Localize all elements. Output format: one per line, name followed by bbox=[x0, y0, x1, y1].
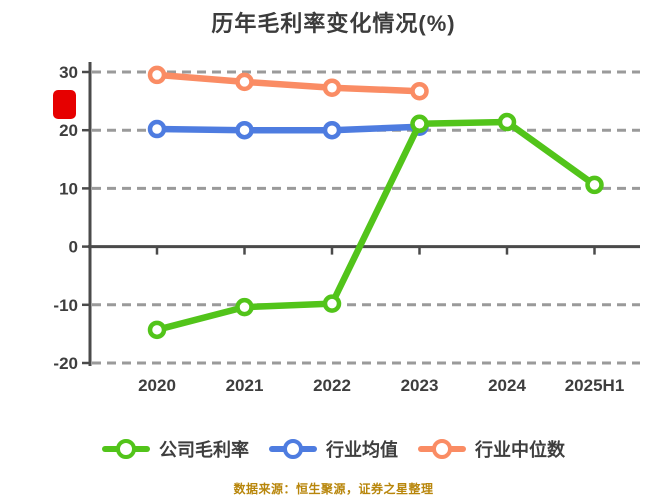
data-source-note: 数据来源：恒生聚源，证券之星整理 bbox=[233, 482, 434, 496]
data-point-series-0[interactable] bbox=[235, 297, 254, 317]
legend-line-marker-icon bbox=[269, 438, 317, 460]
legend-label-company-margin: 公司毛利率 bbox=[159, 440, 249, 460]
x-tick-label: 2024 bbox=[488, 376, 526, 395]
legend-line-marker-icon bbox=[102, 438, 150, 460]
series-line-0 bbox=[153, 118, 598, 334]
legend-item-company-margin[interactable]: 公司毛利率 bbox=[102, 436, 249, 462]
x-tick-label: 2021 bbox=[226, 376, 264, 395]
data-point-series-0[interactable] bbox=[147, 320, 167, 340]
data-point-series-2[interactable] bbox=[322, 78, 342, 97]
data-point-series-0[interactable] bbox=[322, 294, 342, 313]
series-line-1 bbox=[153, 123, 423, 134]
data-point-series-1[interactable] bbox=[235, 120, 254, 140]
x-tick-label: 2022 bbox=[313, 376, 351, 395]
series-line-2 bbox=[153, 71, 423, 95]
y-tick-label: 10 bbox=[59, 179, 78, 198]
data-point-series-1[interactable] bbox=[147, 119, 167, 139]
chart-canvas: 30 20 10 0 -10 -20 2020 2021 2022 2023 2024 2025H1 bbox=[53, 62, 640, 395]
data-point-series-1[interactable] bbox=[322, 120, 342, 140]
chart-title: 历年毛利率变化情况(%) bbox=[211, 11, 456, 36]
data-point-series-2[interactable] bbox=[410, 81, 429, 101]
legend-item-industry-average[interactable]: 行业均值 bbox=[269, 436, 398, 462]
legend: 公司毛利率 行业均值 行业中位数 bbox=[0, 434, 667, 464]
y-axis-red-badge bbox=[53, 90, 76, 119]
data-point-series-0[interactable] bbox=[585, 175, 604, 195]
legend-label-industry-average: 行业均值 bbox=[326, 440, 398, 460]
data-point-series-2[interactable] bbox=[235, 72, 254, 92]
y-tick-label: 30 bbox=[59, 63, 78, 82]
y-tick-label: -20 bbox=[53, 354, 78, 373]
y-tick-label: 20 bbox=[59, 121, 78, 140]
y-tick-label: 0 bbox=[69, 238, 78, 257]
data-point-series-2[interactable] bbox=[147, 65, 167, 85]
legend-line-marker-icon bbox=[418, 438, 466, 460]
x-tick-label: 2025H1 bbox=[565, 376, 625, 395]
data-point-series-0[interactable] bbox=[497, 112, 517, 132]
legend-item-industry-median[interactable]: 行业中位数 bbox=[418, 436, 565, 462]
x-tick-label: 2020 bbox=[138, 376, 176, 395]
y-tick-label: -10 bbox=[53, 296, 78, 315]
data-point-series-0[interactable] bbox=[410, 114, 429, 134]
x-tick-label: 2023 bbox=[401, 376, 439, 395]
legend-label-industry-median: 行业中位数 bbox=[475, 440, 565, 460]
